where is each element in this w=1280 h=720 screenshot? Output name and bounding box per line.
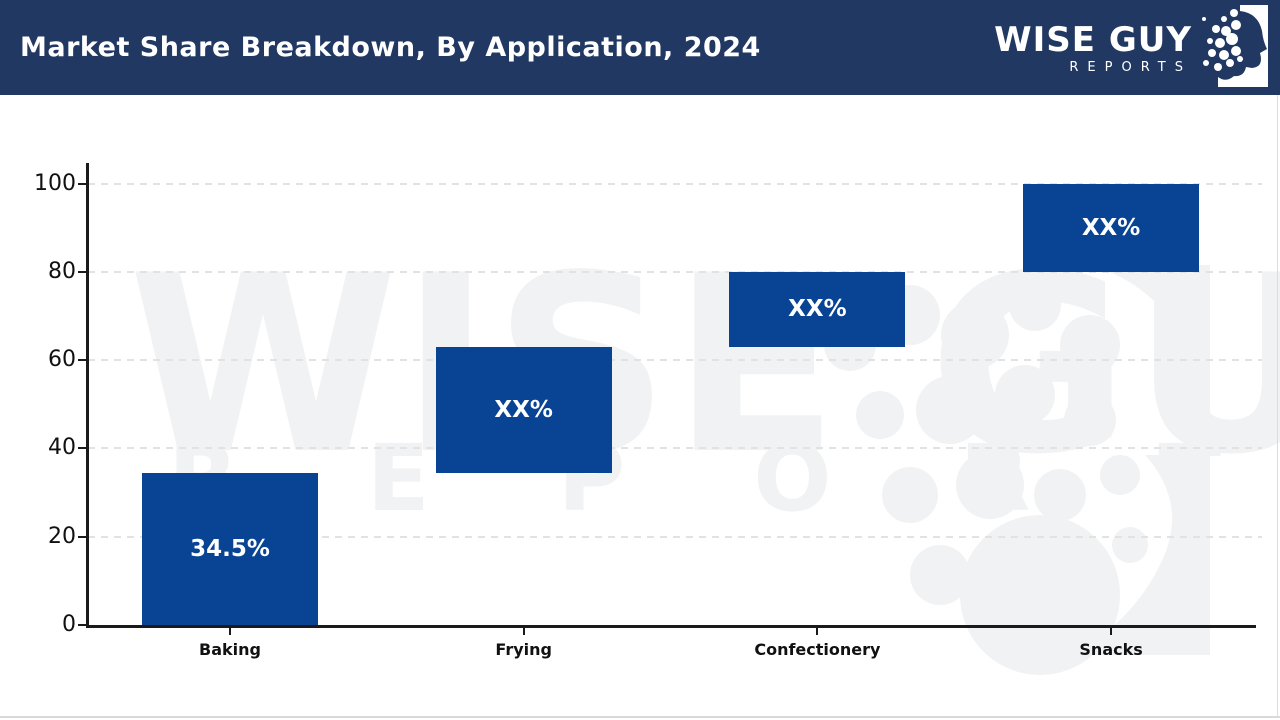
gridline-20 xyxy=(88,535,1262,538)
x-label-snacks: Snacks xyxy=(1079,640,1143,659)
bar-baking: 34.5% xyxy=(142,472,318,625)
bar-snacks: XX% xyxy=(1023,183,1200,272)
right-divider xyxy=(1277,95,1278,718)
gridline-40 xyxy=(88,447,1262,450)
y-tick-label-80: 80 xyxy=(48,258,76,284)
y-tick-0 xyxy=(78,624,86,626)
y-tick-60 xyxy=(78,359,86,362)
x-tick-frying xyxy=(522,628,525,635)
brand-logo: WISE GUY REPORTS xyxy=(994,5,1268,91)
y-tick-label-0: 0 xyxy=(62,612,76,637)
y-tick-40 xyxy=(78,447,86,450)
bar-label-confectionery: XX% xyxy=(788,296,847,323)
x-label-baking: Baking xyxy=(199,640,261,659)
x-tick-snacks xyxy=(1110,628,1113,635)
bar-label-snacks: XX% xyxy=(1081,214,1141,241)
bottom-divider xyxy=(0,716,1280,718)
y-tick-label-20: 20 xyxy=(48,523,76,549)
y-axis-line xyxy=(86,163,89,628)
y-tick-80 xyxy=(78,270,86,273)
bar-frying: XX% xyxy=(435,346,612,473)
bar-confectionery: XX% xyxy=(729,271,906,347)
page-title: Market Share Breakdown, By Application, … xyxy=(20,32,761,63)
x-label-frying: Frying xyxy=(495,640,552,659)
logo-subtitle: REPORTS xyxy=(1069,59,1192,75)
x-axis-line xyxy=(86,625,1256,628)
gridline-80 xyxy=(88,270,1262,273)
bar-label-frying: XX% xyxy=(494,396,553,423)
y-tick-label-60: 60 xyxy=(48,347,76,373)
y-tick-20 xyxy=(78,535,86,538)
x-tick-confectionery xyxy=(816,628,819,635)
header-bar: Market Share Breakdown, By Application, … xyxy=(0,0,1280,95)
gridline-100 xyxy=(88,182,1262,185)
gridline-60 xyxy=(88,359,1262,362)
x-label-confectionery: Confectionery xyxy=(754,640,881,659)
logo-wordmark: WISE GUY xyxy=(994,19,1192,60)
y-tick-label-40: 40 xyxy=(48,435,76,461)
chart-area: WISE GUY R E P O R T S 02040608010034.5%… xyxy=(0,95,1280,720)
dotted-head-icon xyxy=(1196,5,1268,91)
y-tick-100 xyxy=(78,182,86,185)
watermark-dotted-head xyxy=(790,205,1210,679)
y-tick-label-100: 100 xyxy=(34,170,76,196)
x-tick-baking xyxy=(229,628,231,635)
bar-label-baking: 34.5% xyxy=(190,535,270,562)
